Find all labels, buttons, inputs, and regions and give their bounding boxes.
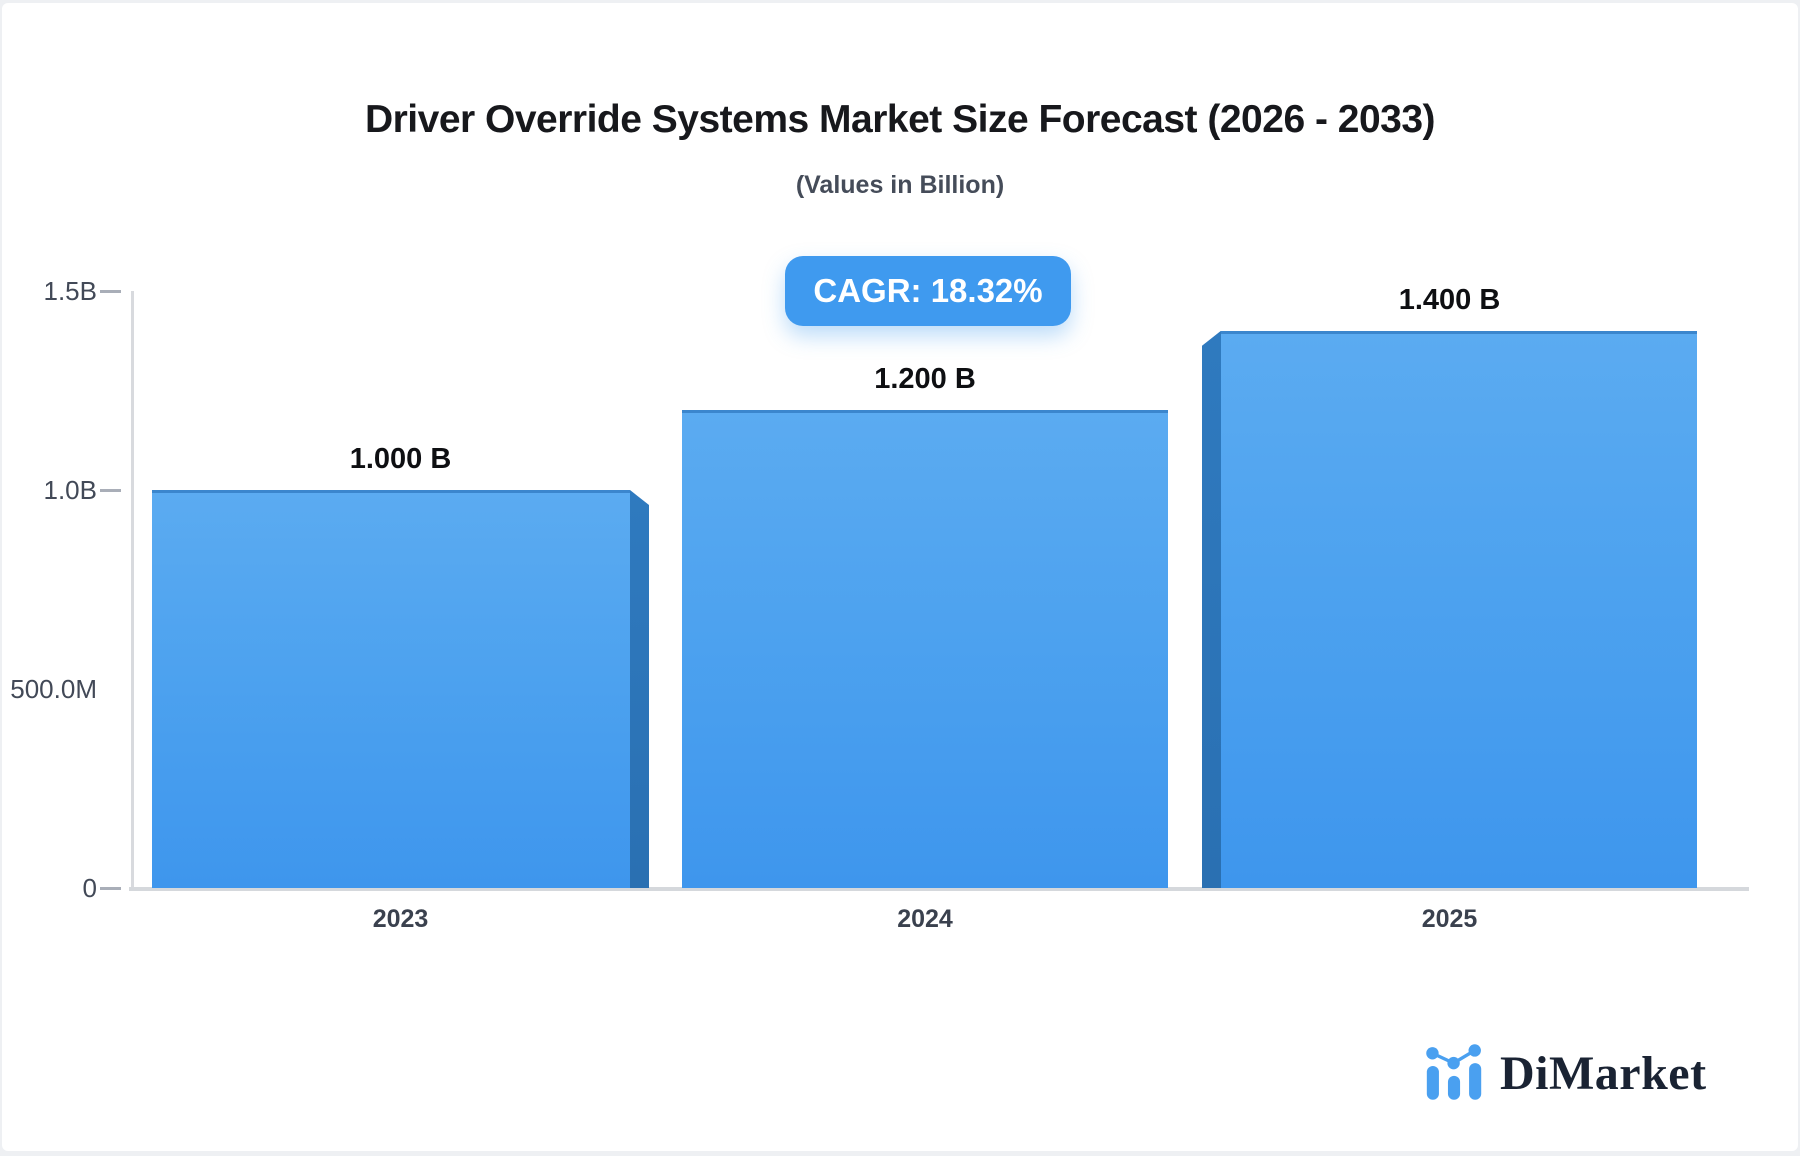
bar-3d-side	[630, 490, 649, 888]
y-tick-label: 0	[82, 873, 97, 903]
x-axis-label: 2023	[372, 905, 429, 933]
y-axis-line	[131, 291, 134, 889]
bar-value-label: 1.400 B	[1398, 283, 1501, 316]
bar-2025	[1221, 330, 1697, 888]
y-tick-mark	[100, 887, 121, 890]
bar-chart-logo-icon	[1426, 1044, 1482, 1100]
bar-value-label: 1.200 B	[874, 363, 976, 396]
x-axis-line	[129, 887, 1749, 891]
y-tick-mark	[100, 290, 121, 293]
cagr-badge: CAGR: 18.32%	[785, 256, 1071, 326]
page-subtitle: (Values in Billion)	[795, 171, 1005, 199]
bar-value-label: 1.000 B	[349, 443, 452, 475]
cagr-badge-label: CAGR: 18.32%	[813, 272, 1043, 309]
bar-3d-side	[1202, 330, 1221, 888]
y-tick-label: 1.0B	[43, 475, 98, 505]
x-axis-label: 2024	[897, 905, 953, 933]
x-axis-label: 2025	[1421, 905, 1478, 933]
chart-card: Driver Override Systems Market Size Fore…	[2, 3, 1798, 1151]
bar-2024	[682, 410, 1168, 888]
brand-logo: DiMarket	[1424, 1039, 1707, 1107]
page-title: Driver Override Systems Market Size Fore…	[364, 98, 1436, 141]
y-tick-label: 500.0M	[10, 674, 97, 704]
y-tick-label: 1.5B	[43, 276, 98, 306]
bar-2023	[152, 490, 630, 888]
brand-logo-text: DiMarket	[1500, 1046, 1707, 1100]
y-tick-mark	[100, 489, 121, 492]
